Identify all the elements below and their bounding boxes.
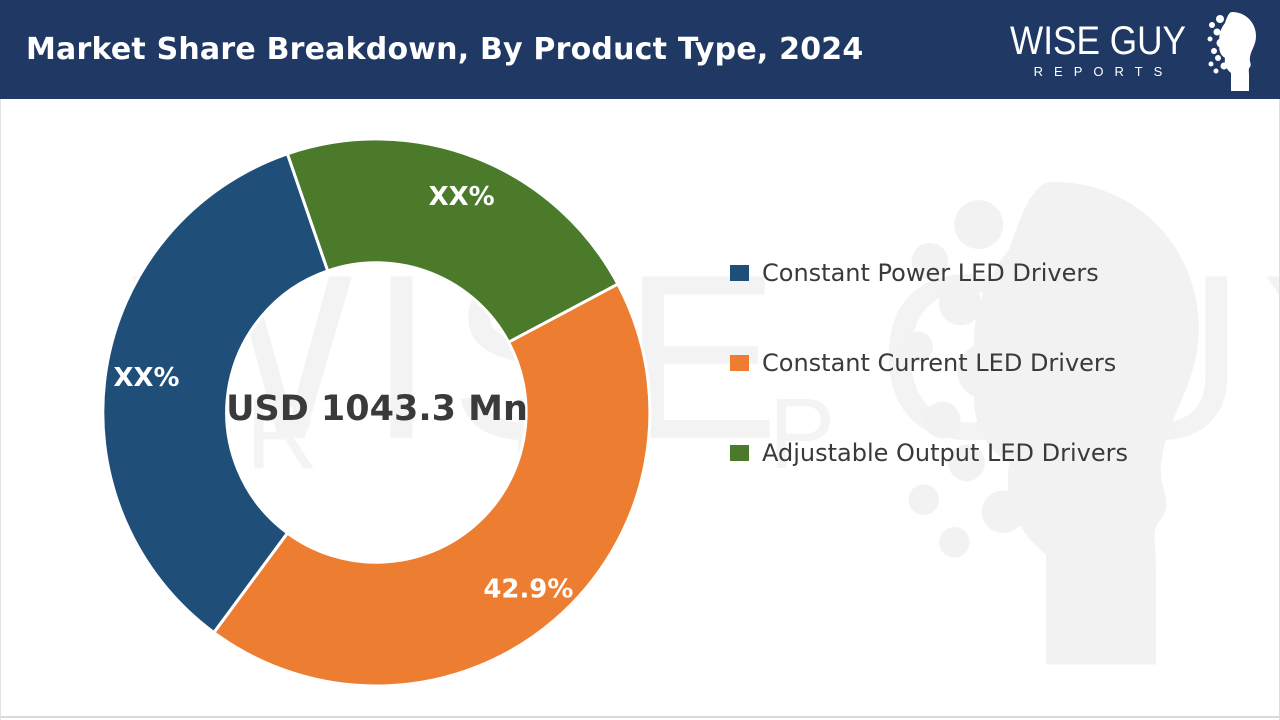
legend-label: Constant Current LED Drivers — [762, 349, 1117, 377]
donut-segment-label-2: XX% — [113, 363, 179, 393]
donut-chart: XX% 42.9% XX% — [101, 137, 652, 688]
brand-name: WISE GUY — [1009, 19, 1186, 63]
legend-label: Adjustable Output LED Drivers — [762, 439, 1129, 467]
chart-area: WISE GUY R E P O R T S XX%42.9%XX% USD 1… — [0, 99, 1280, 720]
donut-segment-2 — [101, 151, 330, 635]
donut-segment-0 — [285, 137, 620, 345]
header-bar: Market Share Breakdown, By Product Type,… — [0, 0, 1280, 99]
legend-label: Constant Power LED Drivers — [762, 259, 1099, 287]
donut-segment-label-0: XX% — [429, 182, 495, 212]
donut-segment-labels: XX% 42.9% XX% — [113, 182, 573, 605]
legend-item: Constant Current LED Drivers — [730, 348, 1128, 378]
page-title: Market Share Breakdown, By Product Type,… — [26, 32, 864, 67]
chart-legend: Constant Power LED Drivers Constant Curr… — [730, 258, 1128, 468]
legend-swatch-blue — [730, 265, 749, 281]
brand-logo: WISE GUY REPORTS — [998, 9, 1258, 91]
legend-item: Adjustable Output LED Drivers — [730, 438, 1128, 468]
brand-subtitle: REPORTS — [1033, 64, 1174, 79]
donut-segment-1 — [211, 282, 652, 688]
chart-center-total: USD 1043.3 Mn — [226, 389, 528, 429]
legend-swatch-orange — [730, 355, 749, 371]
legend-item: Constant Power LED Drivers — [730, 258, 1128, 288]
legend-swatch-green — [730, 445, 749, 461]
donut-segment-label-1: 42.9% — [483, 575, 573, 605]
face-profile-icon — [1207, 11, 1256, 91]
brand-logo-text: WISE GUY REPORTS — [998, 21, 1198, 78]
donut-segments — [101, 137, 652, 688]
